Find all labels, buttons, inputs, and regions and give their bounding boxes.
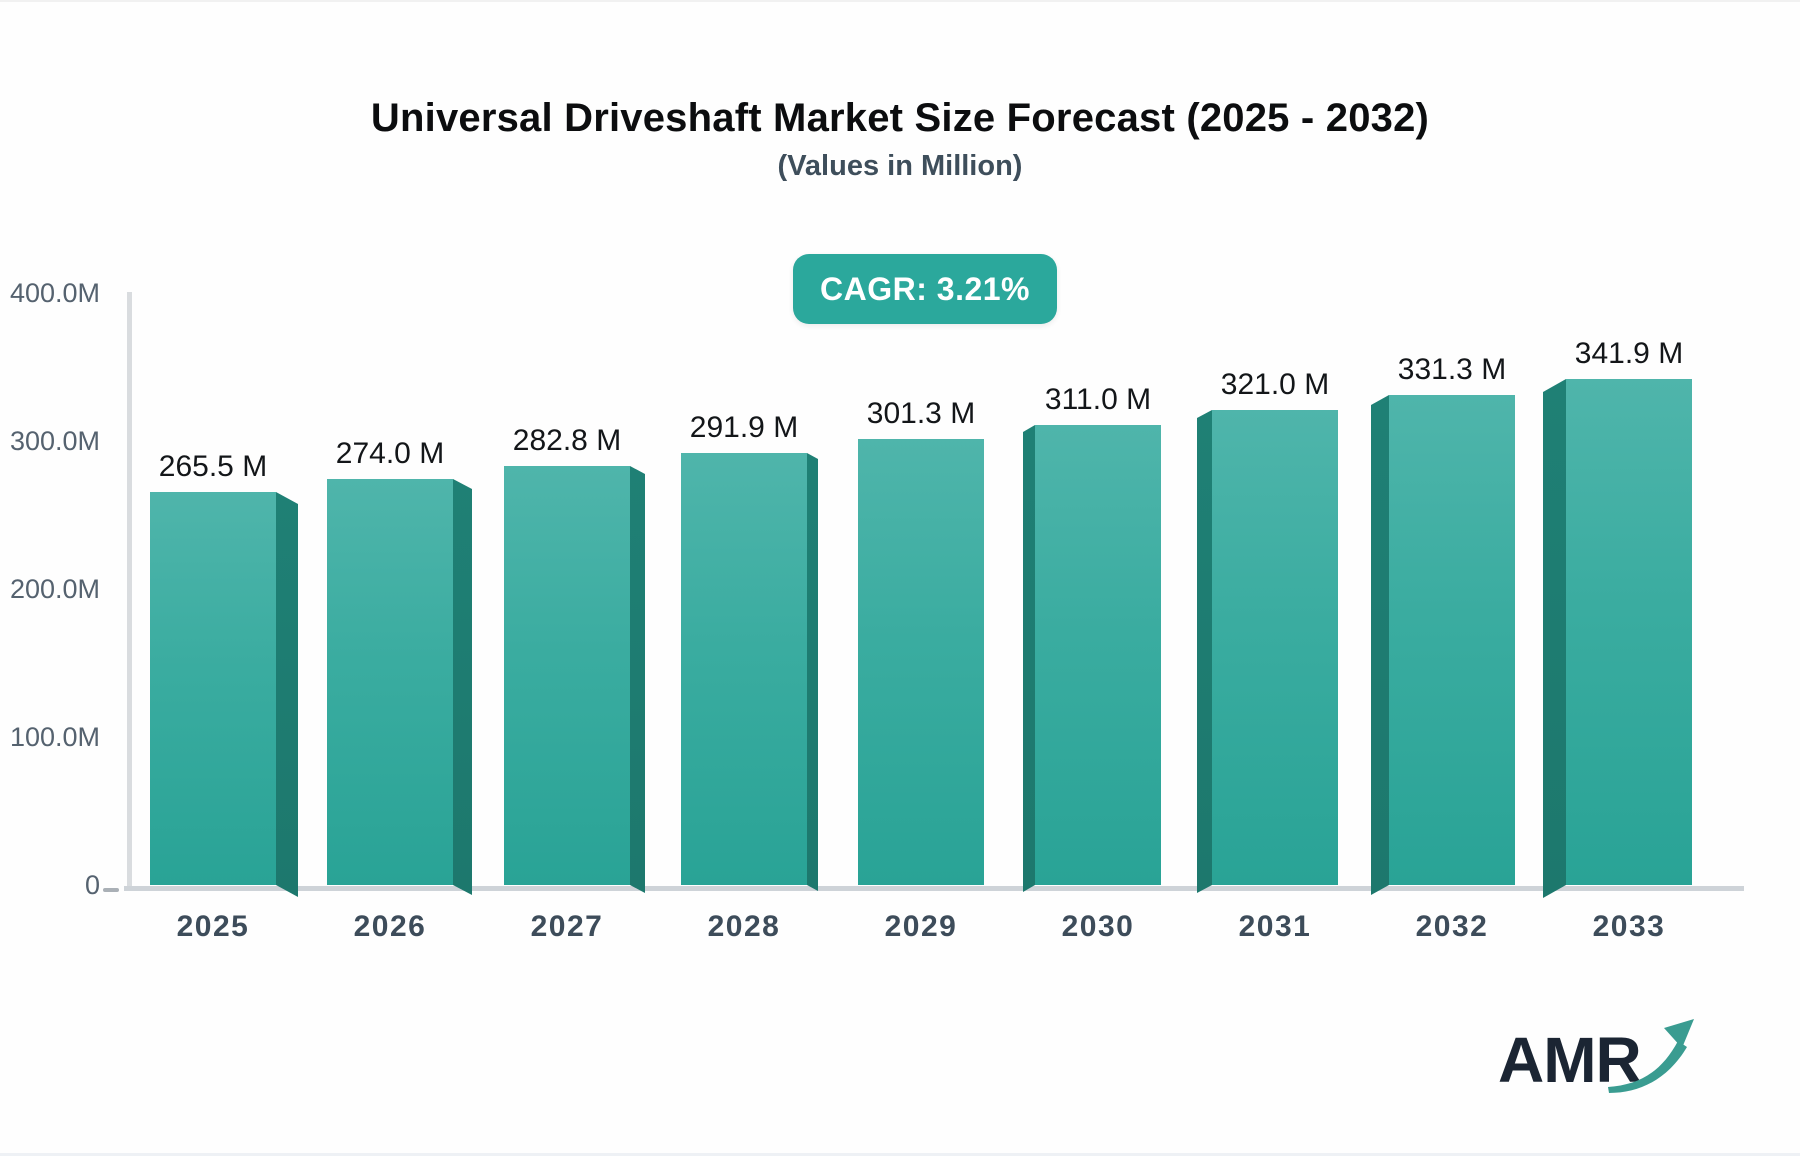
- cagr-badge: CAGR: 3.21%: [793, 254, 1057, 324]
- bar-3d-side-face: [630, 466, 645, 893]
- bar-value-label: 331.3 M: [1397, 353, 1507, 386]
- bar-3d-side-face: [453, 479, 472, 895]
- bar-value-label: 274.0 M: [335, 437, 445, 470]
- bar: [681, 453, 807, 885]
- bar-3d-side-face: [807, 453, 818, 891]
- bar-value-label: 321.0 M: [1220, 368, 1330, 401]
- growth-arrow-icon: [1608, 1019, 1694, 1093]
- x-axis-year-label: 2025: [176, 910, 250, 943]
- bar: [1212, 410, 1338, 885]
- y-axis-tick-label: 300.0M: [9, 426, 100, 456]
- x-axis-year-label: 2026: [353, 910, 427, 943]
- bar-3d-side-face: [276, 492, 298, 897]
- x-axis-year-label: 2030: [1061, 910, 1135, 943]
- y-axis-tick-label: 0: [84, 870, 100, 900]
- cagr-badge-label: CAGR: 3.21%: [820, 270, 1030, 307]
- x-axis-year-label: 2029: [884, 910, 958, 943]
- bar: [858, 439, 984, 885]
- bar-value-label: 301.3 M: [866, 397, 976, 430]
- bar-value-label: 291.9 M: [689, 411, 799, 444]
- y-axis-tick-label: 400.0M: [9, 278, 100, 308]
- bar-value-label: 282.8 M: [512, 424, 622, 457]
- bar-value-label: 265.5 M: [158, 450, 268, 483]
- bar-3d-side-face: [1543, 379, 1566, 898]
- chart-subtitle: (Values in Million): [777, 150, 1023, 182]
- bar: [150, 492, 276, 885]
- x-axis-baseline: [124, 886, 1744, 891]
- bar-value-label: 341.9 M: [1574, 337, 1684, 370]
- amr-logo-text: AMR: [1498, 1024, 1642, 1096]
- x-axis-year-label: 2027: [530, 910, 604, 943]
- bar: [504, 466, 630, 885]
- x-axis-year-label: 2033: [1592, 910, 1666, 943]
- bar-3d-side-face: [1023, 425, 1035, 892]
- y-axis-tick-label: 200.0M: [9, 574, 100, 604]
- x-axis-year-label: 2032: [1415, 910, 1489, 943]
- amr-logo: AMR: [1498, 1019, 1698, 1099]
- bar: [1566, 379, 1692, 885]
- x-axis-year-label: 2031: [1238, 910, 1312, 943]
- y-axis-tick-label: 100.0M: [9, 722, 100, 752]
- bar: [1035, 425, 1161, 885]
- bar: [1389, 395, 1515, 885]
- x-axis-year-label: 2028: [707, 910, 781, 943]
- y-axis-line: [127, 292, 132, 886]
- chart-title: Universal Driveshaft Market Size Forecas…: [370, 96, 1430, 140]
- bar-value-label: 311.0 M: [1044, 383, 1152, 416]
- zero-tick-mark: [103, 888, 119, 892]
- bar-3d-side-face: [1197, 410, 1212, 893]
- bar-3d-side-face: [1371, 395, 1389, 895]
- bar: [327, 479, 453, 885]
